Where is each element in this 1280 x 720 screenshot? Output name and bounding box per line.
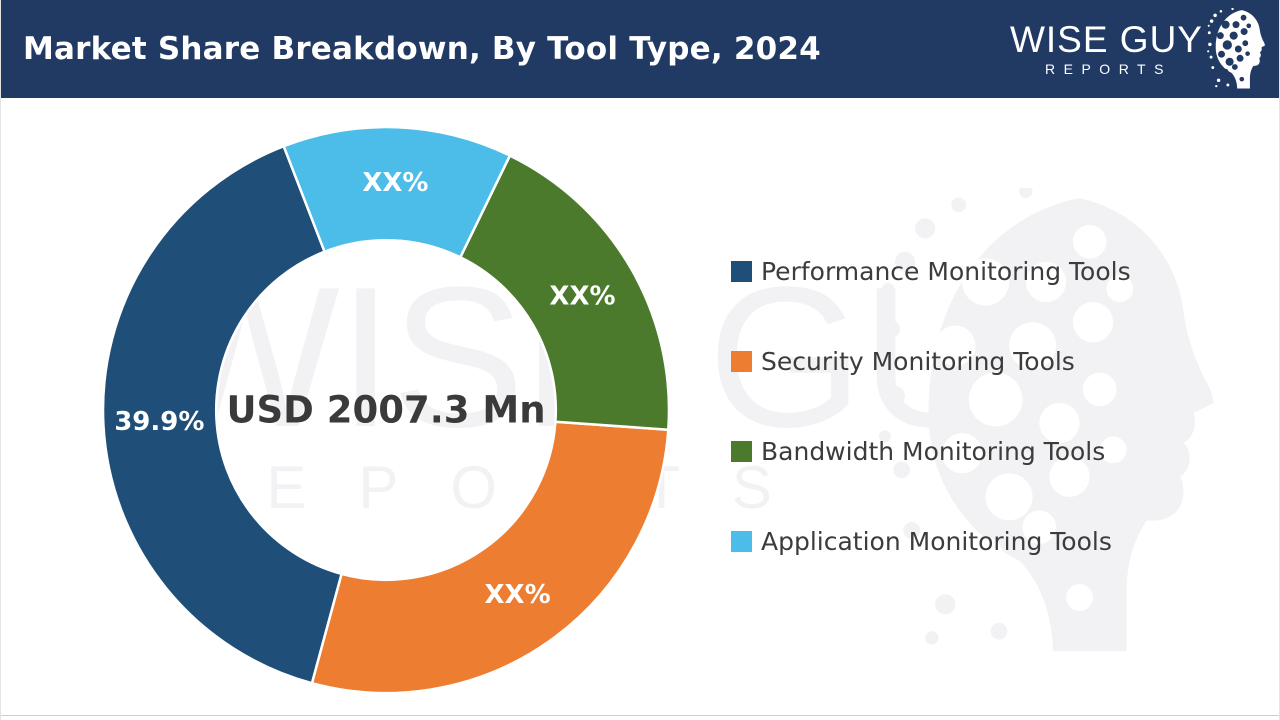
header-bar: Market Share Breakdown, By Tool Type, 20… — [1, 0, 1279, 98]
donut-segment-2 — [459, 154, 671, 431]
legend-label: Performance Monitoring Tools — [761, 256, 1131, 286]
segment-value-label: XX% — [549, 281, 615, 311]
wiseguy-logo: WISE GUY REPORTS — [1010, 7, 1265, 91]
legend-item-bandwidth: Bandwidth Monitoring Tools — [731, 431, 1131, 471]
chart-legend: Performance Monitoring Tools Security Mo… — [731, 251, 1131, 561]
page-title: Market Share Breakdown, By Tool Type, 20… — [23, 31, 821, 67]
donut-segment-3 — [282, 125, 512, 259]
legend-swatch-application — [731, 530, 752, 552]
legend-label: Bandwidth Monitoring Tools — [761, 436, 1106, 466]
chart-center-label: USD 2007.3 Mn — [226, 388, 546, 432]
donut-segment-0 — [101, 144, 343, 685]
donut-segment-1 — [310, 420, 670, 695]
legend-item-security: Security Monitoring Tools — [731, 341, 1131, 381]
legend-swatch-performance — [731, 260, 752, 282]
segment-value-label: 39.9% — [114, 407, 204, 437]
donut-svg: 39.9% XX% XX% XX% — [101, 125, 671, 695]
bottom-divider — [1, 715, 1279, 716]
segment-value-label: XX% — [485, 580, 551, 610]
legend-label: Application Monitoring Tools — [761, 526, 1112, 556]
legend-swatch-security — [731, 350, 752, 372]
legend-label: Security Monitoring Tools — [761, 346, 1075, 376]
logo-tagline: REPORTS — [1045, 61, 1172, 78]
segment-value-label: XX% — [362, 168, 428, 198]
legend-item-application: Application Monitoring Tools — [731, 521, 1131, 561]
wiseguy-face-icon — [1207, 8, 1265, 90]
logo-name: WISE GUY — [1009, 18, 1203, 60]
legend-swatch-bandwidth — [731, 440, 752, 462]
logo-text: WISE GUY REPORTS — [1009, 18, 1203, 78]
legend-item-performance: Performance Monitoring Tools — [731, 251, 1131, 291]
donut-chart: 39.9% XX% XX% XX% — [86, 110, 686, 710]
